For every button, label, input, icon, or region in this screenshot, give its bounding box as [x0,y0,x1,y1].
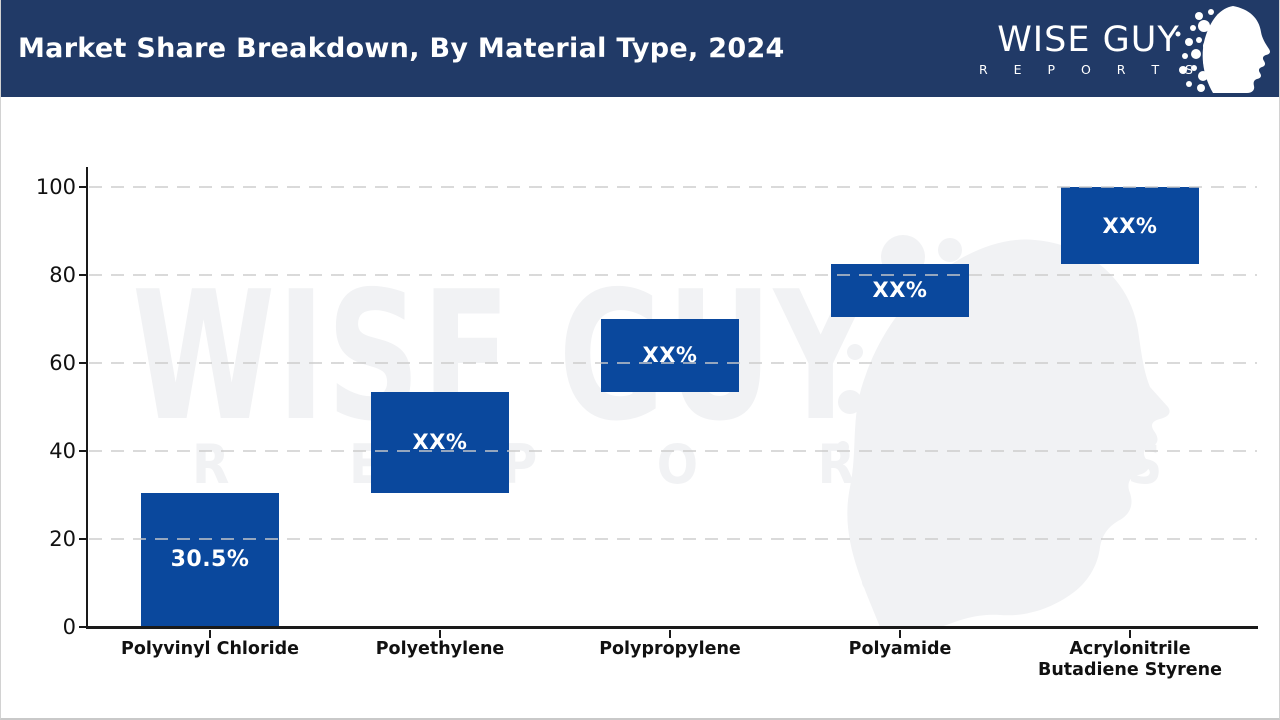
chart-title: Market Share Breakdown, By Material Type… [18,33,785,64]
x-tick [1129,630,1131,638]
gridline-20 [89,538,1257,540]
y-tick-label: 40 [49,439,76,463]
bar-5: XX% [1061,187,1199,264]
bar-3: XX% [601,319,739,392]
brand-head-icon [1175,6,1270,93]
header-bar: Market Share Breakdown, By Material Type… [0,0,1280,97]
category-label-line: Polyvinyl Chloride [121,639,299,659]
bar-value-label: 30.5% [170,547,250,573]
y-tick-label: 60 [49,351,76,375]
bar-1: 30.5% [141,492,279,627]
brand-name: WISE GUY [997,20,1180,60]
y-axis-line [86,167,88,629]
x-tick [899,630,901,638]
x-tick [439,630,441,638]
category-label: Polyvinyl Chloride [90,639,330,660]
y-tick-label: 100 [35,175,76,199]
bar-value-label: XX% [1102,213,1158,238]
bar-2: XX% [371,391,509,493]
gridline-100 [89,186,1257,188]
gridline-60 [89,362,1257,364]
category-label-line: Acrylonitrile [1069,639,1191,659]
x-tick [209,630,211,638]
category-label-line: Polypropylene [599,639,741,659]
category-label: Acrylonitrile Butadiene Styrene [1010,639,1250,681]
category-label-line: Polyamide [848,639,952,659]
gridline-40 [89,450,1257,452]
category-label: Polyamide [780,639,1020,660]
category-label-line: Butadiene Styrene [1038,660,1222,680]
brand-subname: R E P O R T S [978,62,1204,77]
gridline-80 [89,274,1257,276]
bar-value-label: XX% [872,278,928,303]
y-tick [79,186,88,188]
y-tick-label: 80 [49,263,76,287]
y-tick [79,538,88,540]
brand-logo: WISE GUY R E P O R T S [979,0,1274,97]
y-tick-label: 20 [49,527,76,551]
bar-4: XX% [831,264,969,317]
y-tick [79,274,88,276]
y-tick-label: 0 [62,615,76,639]
y-tick [79,626,88,628]
watermark-head-icon [837,235,1170,627]
y-tick [79,450,88,452]
category-label: Polyethylene [320,639,560,660]
brand-logo-text: WISE GUY R E P O R T S [973,20,1204,77]
y-tick [79,362,88,364]
x-tick [669,630,671,638]
category-label-line: Polyethylene [375,639,505,659]
category-label: Polypropylene [550,639,790,660]
x-axis-line [86,626,1258,629]
